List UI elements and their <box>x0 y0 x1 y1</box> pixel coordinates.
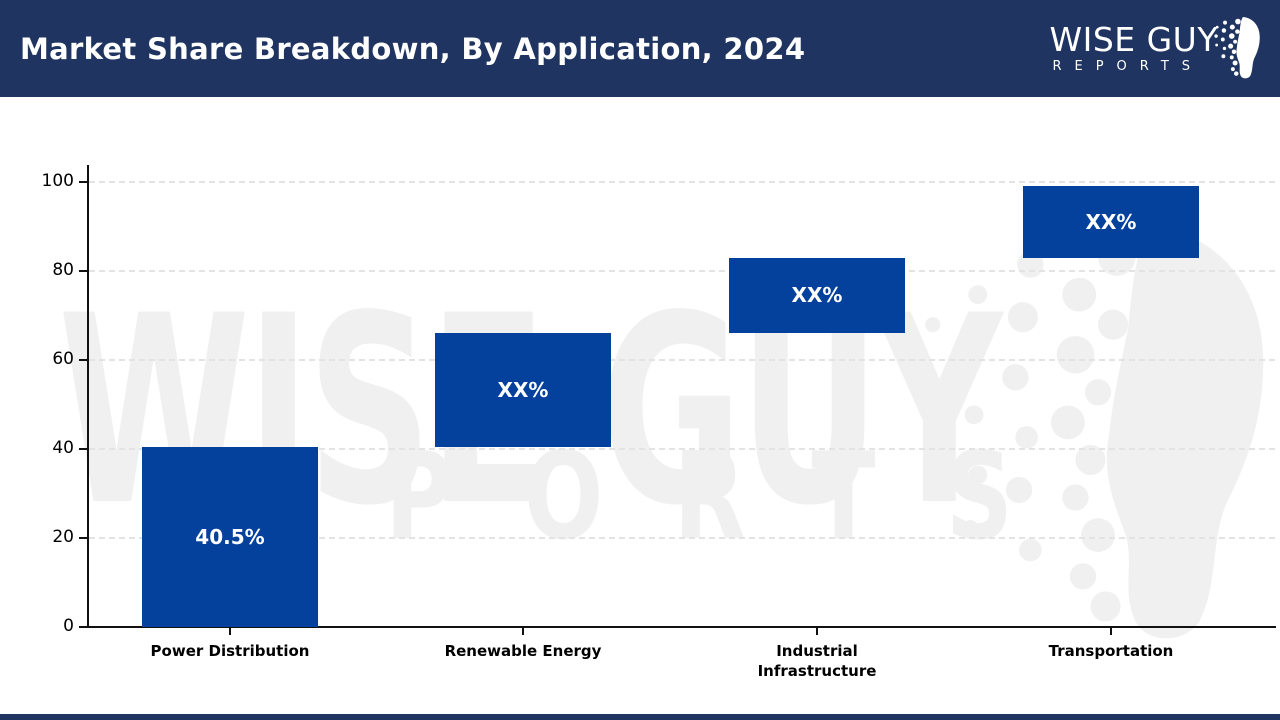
logo-reports-label: REPORTS <box>1052 59 1204 74</box>
x-axis-label-power-distribution: Power Distribution <box>150 642 310 660</box>
logo-text: WISE GUY REPORTS <box>1049 23 1218 74</box>
y-tick-mark <box>79 448 87 450</box>
x-axis-label-transportation: Transportation <box>1048 642 1174 660</box>
gridline-y-40 <box>89 448 1275 450</box>
logo-wiseguy-label: WISE GUY <box>1049 20 1218 59</box>
y-axis-tick-label: 60 <box>52 349 74 369</box>
y-axis-tick-label: 100 <box>41 171 74 191</box>
x-tick-mark <box>1110 628 1112 635</box>
footer-bar <box>0 714 1280 720</box>
y-tick-mark <box>79 181 87 183</box>
gridline-y-80 <box>89 270 1275 272</box>
y-axis-tick-label: 40 <box>52 438 74 458</box>
y-tick-mark <box>79 626 87 628</box>
bar-power-distribution: 40.5% <box>142 446 318 627</box>
x-axis-line <box>87 626 1276 628</box>
x-axis-label-industrial-infrastructure: Industrial Infrastructure <box>757 642 877 681</box>
bar-industrial-infrastructure: XX% <box>729 257 905 334</box>
gridline-y-20 <box>89 537 1275 539</box>
y-tick-mark <box>79 359 87 361</box>
bar-value-label: XX% <box>791 283 843 308</box>
logo-head-dots-icon <box>1214 16 1260 78</box>
y-tick-mark <box>79 537 87 539</box>
bar-value-label: 40.5% <box>195 524 265 549</box>
y-axis-tick-label: 20 <box>52 527 74 547</box>
bar-transportation: XX% <box>1023 186 1199 258</box>
chart-title: Market Share Breakdown, By Application, … <box>20 31 806 66</box>
gridline-y-100 <box>89 181 1275 183</box>
header-bar: Market Share Breakdown, By Application, … <box>0 0 1280 97</box>
x-tick-mark <box>522 628 524 635</box>
x-tick-mark <box>229 628 231 635</box>
watermark-head-dots-graphic <box>921 227 1264 639</box>
x-tick-mark <box>816 628 818 635</box>
bar-value-label: XX% <box>1085 210 1137 235</box>
y-axis-tick-label: 0 <box>63 616 74 636</box>
y-axis-line <box>87 165 89 628</box>
y-tick-mark <box>79 270 87 272</box>
y-axis-tick-label: 80 <box>52 260 74 280</box>
x-axis-label-renewable-energy: Renewable Energy <box>444 642 602 660</box>
gridline-y-60 <box>89 359 1275 361</box>
wise-guy-reports-logo: WISE GUY REPORTS <box>1049 11 1262 87</box>
bar-renewable-energy: XX% <box>435 333 611 447</box>
bar-value-label: XX% <box>497 378 549 403</box>
